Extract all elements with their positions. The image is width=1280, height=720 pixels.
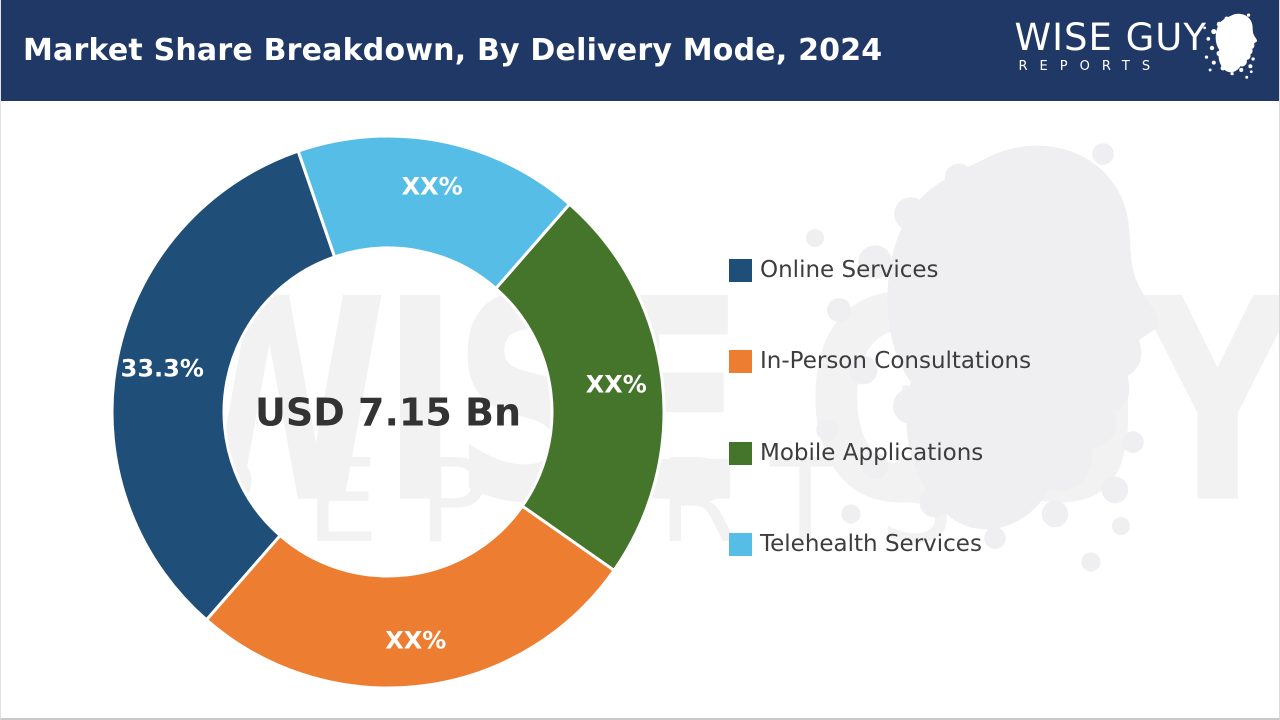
legend-item-in-person-consultations: In-Person Consultations bbox=[729, 348, 1032, 375]
brand-tagline: REPORTS bbox=[1018, 59, 1163, 74]
donut-segment-mobile-applications bbox=[494, 202, 666, 572]
legend-item-online-services: Online Services bbox=[729, 257, 1031, 283]
header-bar: Market Share Breakdown, By Delivery Mode… bbox=[1, 0, 1279, 101]
donut-segment-label: 33.3% bbox=[121, 354, 204, 382]
donut-segment-label: XX% bbox=[402, 173, 463, 201]
donut-segment-in-person-consultations bbox=[204, 504, 616, 690]
legend-swatch-telehealth-services bbox=[729, 533, 752, 557]
chart-center-value: USD 7.15 Bn bbox=[255, 390, 521, 434]
donut-segment-label: XX% bbox=[385, 627, 446, 655]
brand-logo-text: WISE GUY REPORTS bbox=[1015, 19, 1207, 74]
brand-name: WISE GUY bbox=[1014, 16, 1207, 59]
legend-swatch-online-services bbox=[729, 259, 752, 283]
watermark-face-icon bbox=[806, 143, 1159, 572]
legend-swatch-mobile-applications bbox=[729, 441, 752, 465]
chart-legend: Online Services In-Person Consultations … bbox=[729, 257, 1032, 557]
legend-label: Telehealth Services bbox=[760, 530, 982, 557]
legend-item-mobile-applications: Mobile Applications bbox=[729, 439, 1031, 466]
legend-label: Online Services bbox=[760, 257, 939, 283]
legend-swatch-in-person-consultations bbox=[729, 350, 752, 374]
page-title: Market Share Breakdown, By Delivery Mode… bbox=[23, 33, 883, 68]
brand-face-icon bbox=[1203, 13, 1258, 79]
donut-segment-online-services bbox=[110, 149, 337, 622]
donut-segment-label: XX% bbox=[586, 371, 647, 399]
legend-label: Mobile Applications bbox=[760, 439, 984, 466]
legend-item-telehealth-services: Telehealth Services bbox=[729, 530, 1031, 557]
brand-logo: WISE GUY REPORTS bbox=[1015, 9, 1265, 87]
legend-label: In-Person Consultations bbox=[760, 348, 1032, 375]
donut-segment-telehealth-services bbox=[296, 134, 572, 290]
